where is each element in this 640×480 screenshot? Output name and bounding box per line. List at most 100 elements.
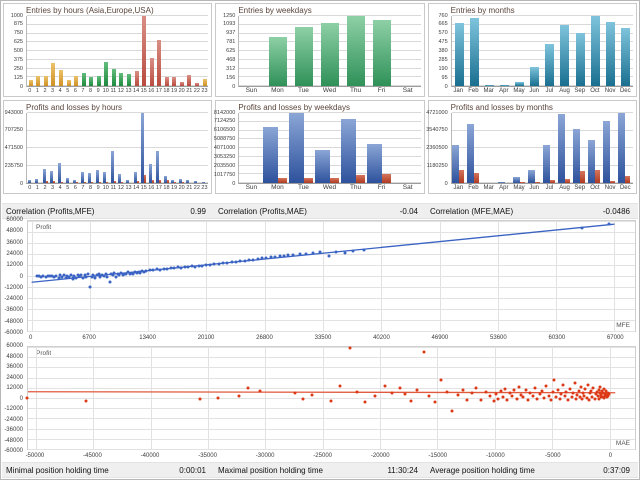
data-point	[598, 391, 602, 395]
data-point	[97, 272, 101, 276]
chart-profits-losses-by-months: Profits and losses by months 4721000 3540…	[426, 100, 637, 194]
data-point	[383, 384, 387, 388]
y-tick-label: 475	[438, 38, 448, 45]
x-tick-label: Mon	[271, 184, 284, 191]
data-point	[597, 397, 601, 401]
plot[interactable]	[238, 15, 421, 87]
plot[interactable]: Profit MFE	[27, 220, 636, 332]
bar-losses	[355, 175, 365, 183]
gridline	[148, 221, 150, 331]
data-point	[102, 274, 106, 278]
data-point	[35, 274, 39, 278]
data-point	[44, 275, 48, 279]
bar-entries	[157, 40, 162, 86]
bar-entries	[454, 23, 464, 86]
status-value: 11:30:24	[387, 465, 418, 475]
plot[interactable]	[450, 15, 633, 87]
data-point	[479, 398, 483, 402]
data-point	[65, 274, 69, 278]
y-axis: 8142000 7124250 6106500 5088750 4071000 30532…	[213, 110, 238, 186]
data-point	[594, 392, 598, 396]
data-point	[409, 399, 413, 403]
x-axis: Jan Feb Mar Apr May Jun Jul Aug Sep Oct Nov Dec	[451, 184, 633, 192]
x-tick-label: 20	[178, 185, 185, 191]
y-tick-label: -12000	[4, 406, 23, 412]
bar-profits	[35, 178, 39, 183]
data-point	[587, 398, 591, 402]
data-point	[602, 396, 606, 400]
data-point	[258, 389, 262, 393]
x-tick-label: 2	[43, 185, 47, 191]
data-point	[247, 258, 251, 262]
data-point	[398, 386, 402, 390]
data-point	[198, 397, 202, 401]
data-point	[499, 389, 503, 393]
data-point	[291, 253, 295, 257]
y-tick-label: 48000	[6, 228, 23, 235]
bar-profits	[163, 176, 167, 183]
x-tick-label: 15	[140, 185, 147, 191]
data-point	[88, 285, 92, 289]
data-point	[566, 398, 570, 402]
x-tick-label: Apr	[499, 185, 509, 191]
gridline	[451, 164, 633, 166]
data-point	[95, 273, 99, 277]
plot[interactable]	[26, 112, 209, 184]
gridline	[451, 182, 633, 183]
gridline	[28, 265, 635, 266]
x-tick-label: 3	[51, 88, 55, 94]
plot[interactable]: Profit MAE	[25, 346, 636, 450]
chart-title: Entries by hours (Asia,Europe,USA)	[26, 6, 154, 15]
y-tick-label: 0	[444, 180, 448, 187]
data-point	[517, 385, 521, 389]
y-axis: 760 665 570 475 380 285 190 95 0	[430, 13, 451, 89]
bar-losses	[329, 178, 339, 183]
bar-entries	[620, 27, 630, 86]
data-point	[601, 391, 605, 395]
x-tick-label: Jul	[545, 88, 554, 94]
data-point	[563, 394, 567, 398]
gridline	[28, 387, 635, 389]
data-point	[573, 381, 577, 385]
x-tick-label: 5	[66, 88, 70, 94]
x-tick-label: 0	[28, 335, 33, 341]
data-point	[282, 254, 286, 258]
data-point	[83, 273, 87, 277]
y-tick-label: 2035500	[213, 162, 236, 169]
data-point	[348, 346, 352, 350]
data-point	[126, 270, 130, 274]
data-point	[549, 398, 553, 402]
x-tick-label: Fri	[377, 87, 386, 94]
x-tick-label: Nov	[604, 88, 616, 94]
bar-profits	[340, 119, 356, 183]
data-point	[86, 272, 90, 276]
y-tick-label: -60000	[4, 448, 23, 454]
gridline	[27, 147, 209, 148]
bar-losses	[595, 169, 601, 183]
data-point	[62, 273, 66, 277]
gridline	[239, 15, 421, 16]
data-point	[524, 388, 528, 392]
plot[interactable]	[238, 112, 421, 184]
bar-entries	[74, 75, 79, 86]
data-point	[607, 222, 611, 226]
y-tick-label: 1017750	[213, 171, 236, 178]
bar-losses	[91, 182, 94, 183]
x-axis: 0 6700 13400 20100 26800 33500 40200 46900 53600…	[27, 333, 636, 343]
gridline	[609, 347, 611, 449]
data-point	[521, 395, 525, 399]
data-point	[119, 271, 123, 275]
x-tick-label: Fri	[377, 184, 386, 191]
plot[interactable]	[26, 15, 209, 87]
bar-profits	[73, 179, 77, 183]
data-point	[439, 378, 443, 382]
y-tick-label: 500	[13, 47, 23, 54]
correlation-value: -0.04	[399, 206, 418, 216]
data-point	[494, 392, 498, 396]
x-tick-label: -40000	[140, 453, 160, 459]
plot[interactable]	[450, 112, 633, 184]
bar-entries	[164, 77, 169, 86]
x-tick-label: Tue	[297, 184, 309, 191]
data-point	[269, 255, 273, 259]
